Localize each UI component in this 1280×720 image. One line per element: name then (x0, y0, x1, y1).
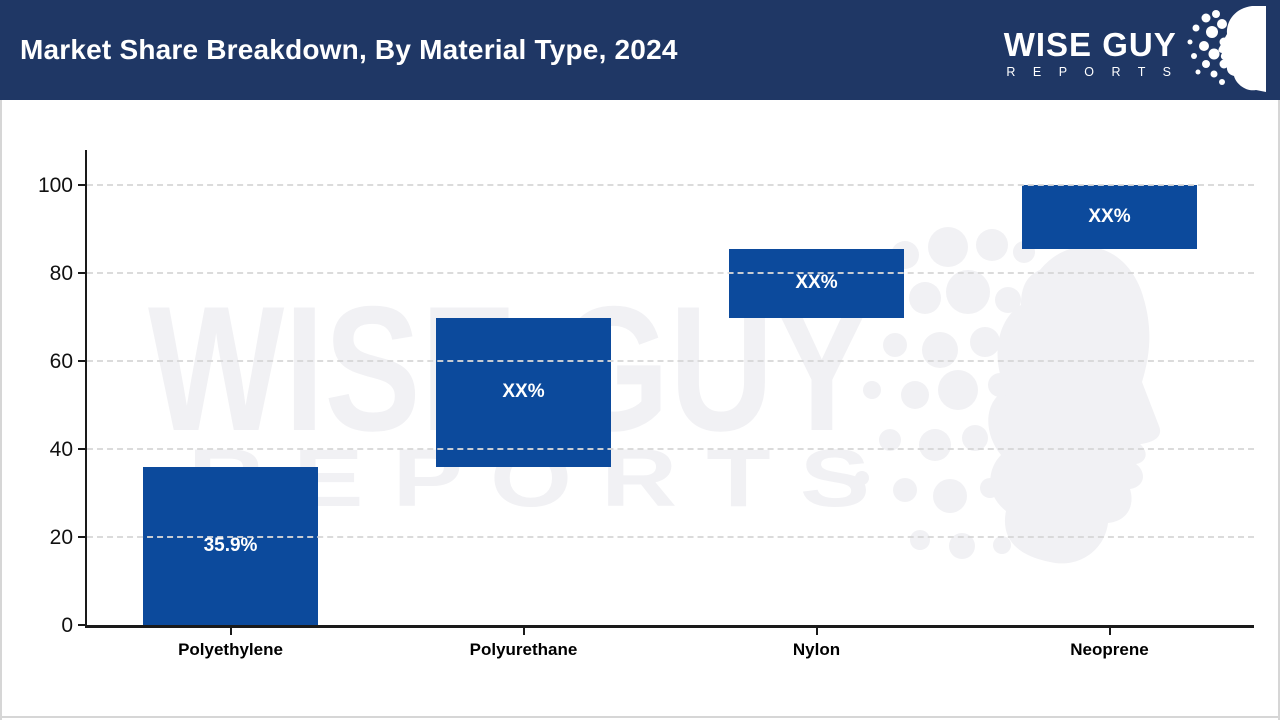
bar-polyurethane (436, 317, 611, 468)
gridline (87, 360, 1254, 362)
y-axis-tick-label: 20 (49, 526, 73, 549)
x-axis-category-label: Neoprene (1070, 640, 1149, 659)
logo-name-text: WISE GUY (1003, 25, 1177, 63)
bar-value-label: 35.9% (203, 535, 258, 557)
gridline (87, 184, 1254, 186)
x-axis-tick (1108, 628, 1111, 635)
bar-polyethylene (143, 467, 318, 625)
bar-value-label: XX% (502, 381, 545, 403)
frame-border-bottom (0, 716, 1280, 718)
x-axis-category-label: Polyurethane (469, 640, 578, 659)
plot-area: 0 20 40 60 80 100 35.9% Polyethylene XX% Polyuret… (38, 150, 1254, 659)
bar-neoprene (1022, 185, 1197, 249)
x-axis-tick (522, 628, 525, 635)
y-axis-tick-label: 80 (49, 262, 73, 285)
x-axis-tick (815, 628, 818, 635)
y-axis-tick (78, 448, 85, 450)
gridline (87, 272, 1254, 274)
bar-value-label: XX% (795, 272, 838, 294)
x-axis-category-label: Nylon (792, 640, 841, 659)
wise-guy-logo: WISE GUY R E P O R T S (1002, 0, 1266, 100)
logo-reports-text: R E P O R T S (1006, 64, 1178, 79)
y-axis-tick (78, 272, 85, 274)
y-axis-tick (78, 624, 85, 626)
bar-value-label: XX% (1088, 205, 1131, 227)
header-band: Market Share Breakdown, By Material Type… (0, 0, 1280, 100)
y-axis-tick-label: 100 (37, 174, 73, 197)
y-axis-tick (78, 184, 85, 186)
y-axis-tick (78, 536, 85, 538)
y-axis-tick (78, 360, 85, 362)
x-axis-tick (229, 628, 232, 635)
y-axis-tick-label: 40 (49, 438, 73, 461)
y-axis-tick-label: 0 (61, 614, 73, 637)
gridline (87, 448, 1254, 450)
logo-wordmark: WISE GUY R E P O R T S (1002, 28, 1178, 79)
y-axis-tick-label: 60 (49, 350, 73, 373)
gridline (87, 536, 1254, 538)
logo-head-icon (1187, 6, 1266, 92)
frame-border-left (0, 100, 2, 720)
chart-title: Market Share Breakdown, By Material Type… (20, 34, 678, 65)
frame-border-right (1278, 100, 1280, 720)
x-axis-category-label: Polyethylene (178, 640, 283, 659)
